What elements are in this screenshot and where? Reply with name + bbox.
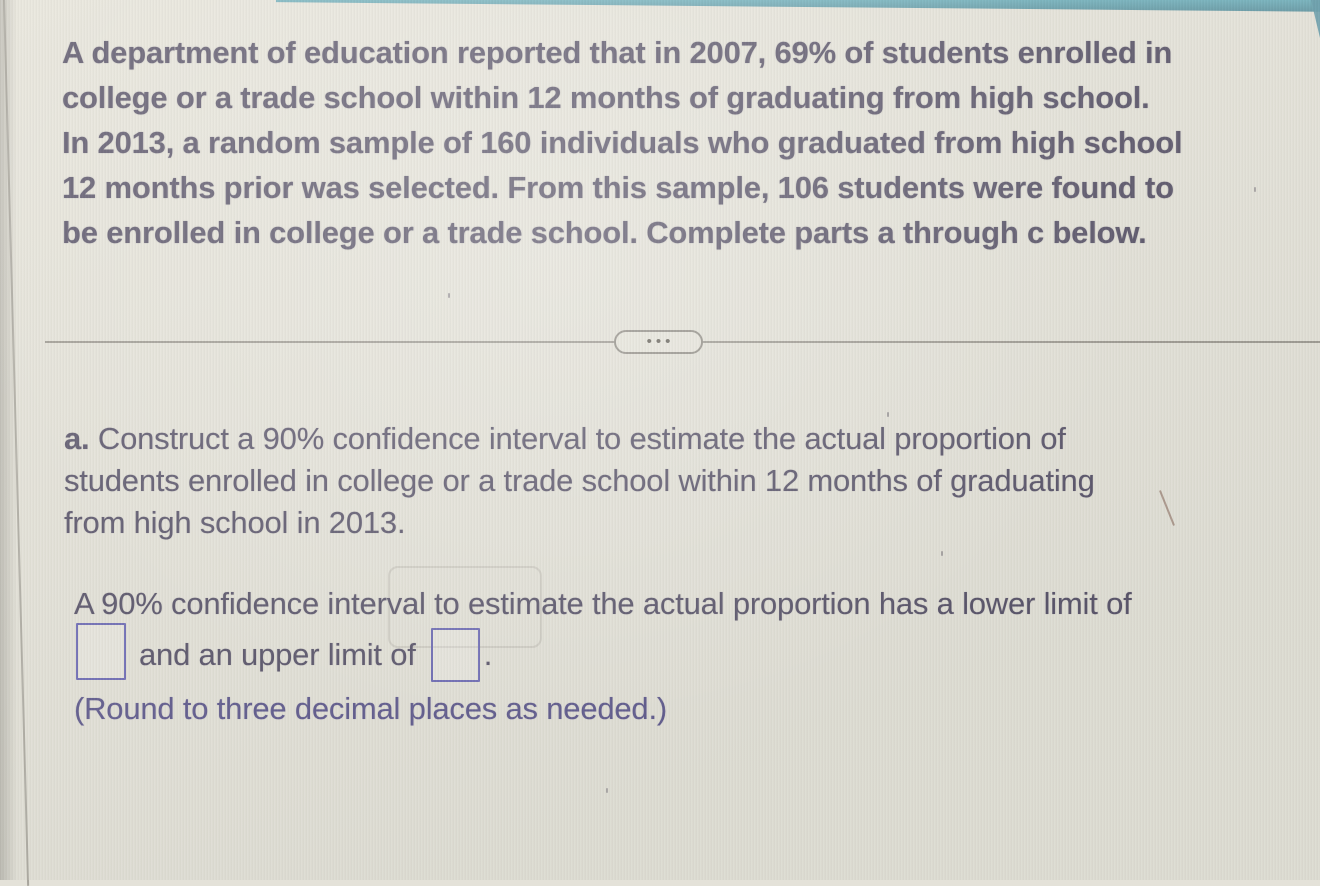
ellipsis-icon: ••• bbox=[646, 332, 675, 350]
screen-bezel-corner bbox=[1311, 0, 1320, 38]
answer-sentence-start: A 90% confidence interval to estimate th… bbox=[74, 586, 1132, 621]
lower-limit-input[interactable] bbox=[76, 622, 126, 680]
rounding-instruction: (Round to three decimal places as needed… bbox=[74, 691, 668, 726]
statement-line: In 2013, a random sample of 160 individu… bbox=[62, 125, 1183, 160]
dust-specks bbox=[448, 293, 450, 298]
statement-line: be enrolled in college or a trade school… bbox=[62, 215, 1147, 250]
answer-sentence-middle: and an upper limit of bbox=[139, 637, 416, 672]
photo-left-edge-shade bbox=[0, 0, 20, 880]
statement-line: 12 months prior was selected. From this … bbox=[62, 170, 1174, 205]
answer-sentence-end: . bbox=[483, 637, 493, 672]
problem-statement: A department of education reported that … bbox=[62, 30, 1183, 255]
part-a-text: Construct a 90% confidence interval to e… bbox=[97, 421, 1066, 456]
divider-expand-button[interactable]: ••• bbox=[614, 330, 703, 354]
part-a-line: students enrolled in college or a trade … bbox=[64, 463, 1095, 498]
part-a-label: a. bbox=[64, 421, 90, 456]
upper-limit-input[interactable] bbox=[430, 628, 480, 682]
stray-pen-mark bbox=[1158, 490, 1176, 526]
screen-bezel-top bbox=[276, 0, 1320, 12]
answer-inputs-row: and an upper limit of . bbox=[74, 622, 1132, 686]
statement-line: college or a trade school within 12 mont… bbox=[62, 80, 1150, 115]
faint-ui-outline bbox=[388, 566, 542, 648]
part-a-line: from high school in 2013. bbox=[64, 505, 406, 540]
statement-line: A department of education reported that … bbox=[62, 35, 1173, 70]
answer-section: A 90% confidence interval to estimate th… bbox=[74, 586, 1132, 726]
part-a-question: a. Construct a 90% confidence interval t… bbox=[64, 418, 1095, 544]
part-a-line: a. Construct a 90% confidence interval t… bbox=[64, 418, 1095, 460]
